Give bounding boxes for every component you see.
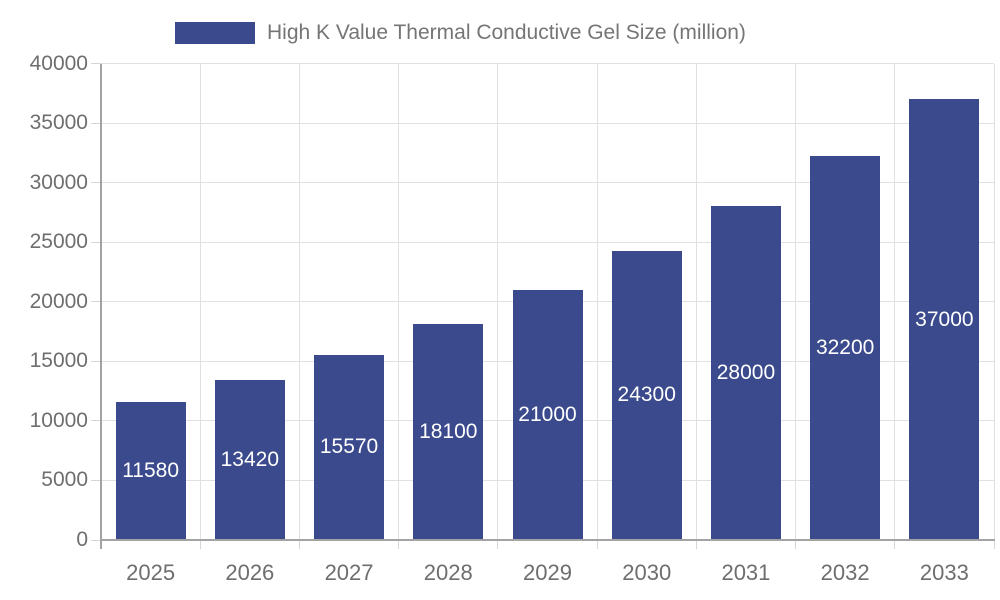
y-axis-tick bbox=[91, 360, 101, 362]
x-axis-tick bbox=[894, 540, 896, 549]
bar[interactable]: 18100 bbox=[413, 324, 484, 540]
x-gridline bbox=[795, 63, 797, 540]
x-axis-tick bbox=[497, 540, 499, 549]
y-axis-tick bbox=[91, 63, 101, 64]
x-tick-label: 2027 bbox=[324, 560, 374, 585]
legend[interactable]: High K Value Thermal Conductive Gel Size… bbox=[175, 21, 746, 45]
y-gridline bbox=[101, 122, 994, 124]
bar-value-label: 21000 bbox=[518, 402, 577, 426]
y-tick-label: 5000 bbox=[41, 468, 88, 492]
legend-label: High K Value Thermal Conductive Gel Size… bbox=[267, 21, 746, 44]
y-axis-tick bbox=[91, 479, 101, 481]
bar[interactable]: 13420 bbox=[214, 380, 285, 540]
y-tick-label: 10000 bbox=[29, 408, 88, 432]
x-axis-tick bbox=[993, 540, 995, 549]
x-tick-label: 2029 bbox=[523, 560, 572, 585]
bar[interactable]: 28000 bbox=[710, 206, 781, 540]
bar-value-label: 28000 bbox=[716, 361, 776, 385]
y-gridline bbox=[101, 63, 994, 64]
y-axis-line bbox=[100, 63, 102, 549]
bar-value-label: 32200 bbox=[815, 336, 875, 360]
x-gridline bbox=[596, 63, 598, 540]
x-axis-tick bbox=[596, 540, 598, 549]
bar-value-label: 24300 bbox=[617, 383, 676, 407]
x-axis-tick bbox=[695, 540, 697, 549]
x-gridline bbox=[894, 63, 896, 540]
x-tick-label: 2025 bbox=[126, 560, 176, 585]
y-gridline bbox=[101, 241, 994, 243]
y-tick-label: 35000 bbox=[29, 111, 88, 135]
x-gridline bbox=[298, 63, 300, 540]
x-axis-tick bbox=[795, 540, 797, 549]
x-gridline bbox=[497, 63, 499, 540]
bar[interactable]: 11580 bbox=[115, 402, 186, 540]
x-gridline bbox=[199, 63, 201, 540]
bar-value-label: 37000 bbox=[915, 307, 974, 331]
y-axis-tick bbox=[91, 539, 101, 541]
y-axis-tick bbox=[91, 420, 101, 422]
x-gridline bbox=[398, 63, 400, 540]
y-tick-label: 30000 bbox=[29, 170, 88, 194]
y-tick-label: 25000 bbox=[29, 230, 88, 254]
bar-value-label: 15570 bbox=[319, 435, 379, 459]
x-tick-label: 2030 bbox=[622, 560, 672, 585]
y-gridline bbox=[101, 182, 994, 184]
x-gridline bbox=[695, 63, 697, 540]
y-axis-tick bbox=[91, 301, 101, 303]
y-tick-label: 15000 bbox=[29, 349, 88, 373]
y-tick-label: 0 bbox=[76, 528, 88, 551]
y-tick-label: 20000 bbox=[29, 289, 88, 313]
legend-swatch-icon bbox=[175, 22, 255, 44]
bar[interactable]: 21000 bbox=[512, 289, 583, 540]
plot-area: 11580 13420 15570 18100 21000 24300 28000 32200… bbox=[91, 63, 995, 549]
y-axis-tick bbox=[91, 122, 101, 124]
x-tick-label: 2032 bbox=[820, 560, 870, 585]
bar-value-label: 18100 bbox=[419, 420, 478, 444]
x-axis-tick bbox=[199, 540, 201, 549]
y-axis-tick bbox=[91, 241, 101, 243]
x-tick-label: 2033 bbox=[919, 560, 969, 585]
x-axis-tick bbox=[398, 540, 400, 549]
plot-right-border bbox=[993, 63, 995, 540]
x-axis-line bbox=[100, 539, 995, 541]
x-tick-label: 2028 bbox=[423, 560, 473, 585]
bar[interactable]: 15570 bbox=[314, 354, 385, 540]
x-tick-label: 2031 bbox=[721, 560, 771, 585]
bar-value-label: 13420 bbox=[220, 448, 280, 472]
x-tick-label: 2026 bbox=[225, 560, 275, 585]
y-axis-tick bbox=[91, 182, 101, 184]
x-axis-tick bbox=[298, 540, 300, 549]
y-tick-label: 40000 bbox=[29, 51, 88, 75]
bar[interactable]: 32200 bbox=[810, 156, 881, 540]
bar[interactable]: 37000 bbox=[909, 99, 980, 540]
bar-value-label: 11580 bbox=[122, 459, 180, 483]
bar[interactable]: 24300 bbox=[611, 250, 682, 540]
